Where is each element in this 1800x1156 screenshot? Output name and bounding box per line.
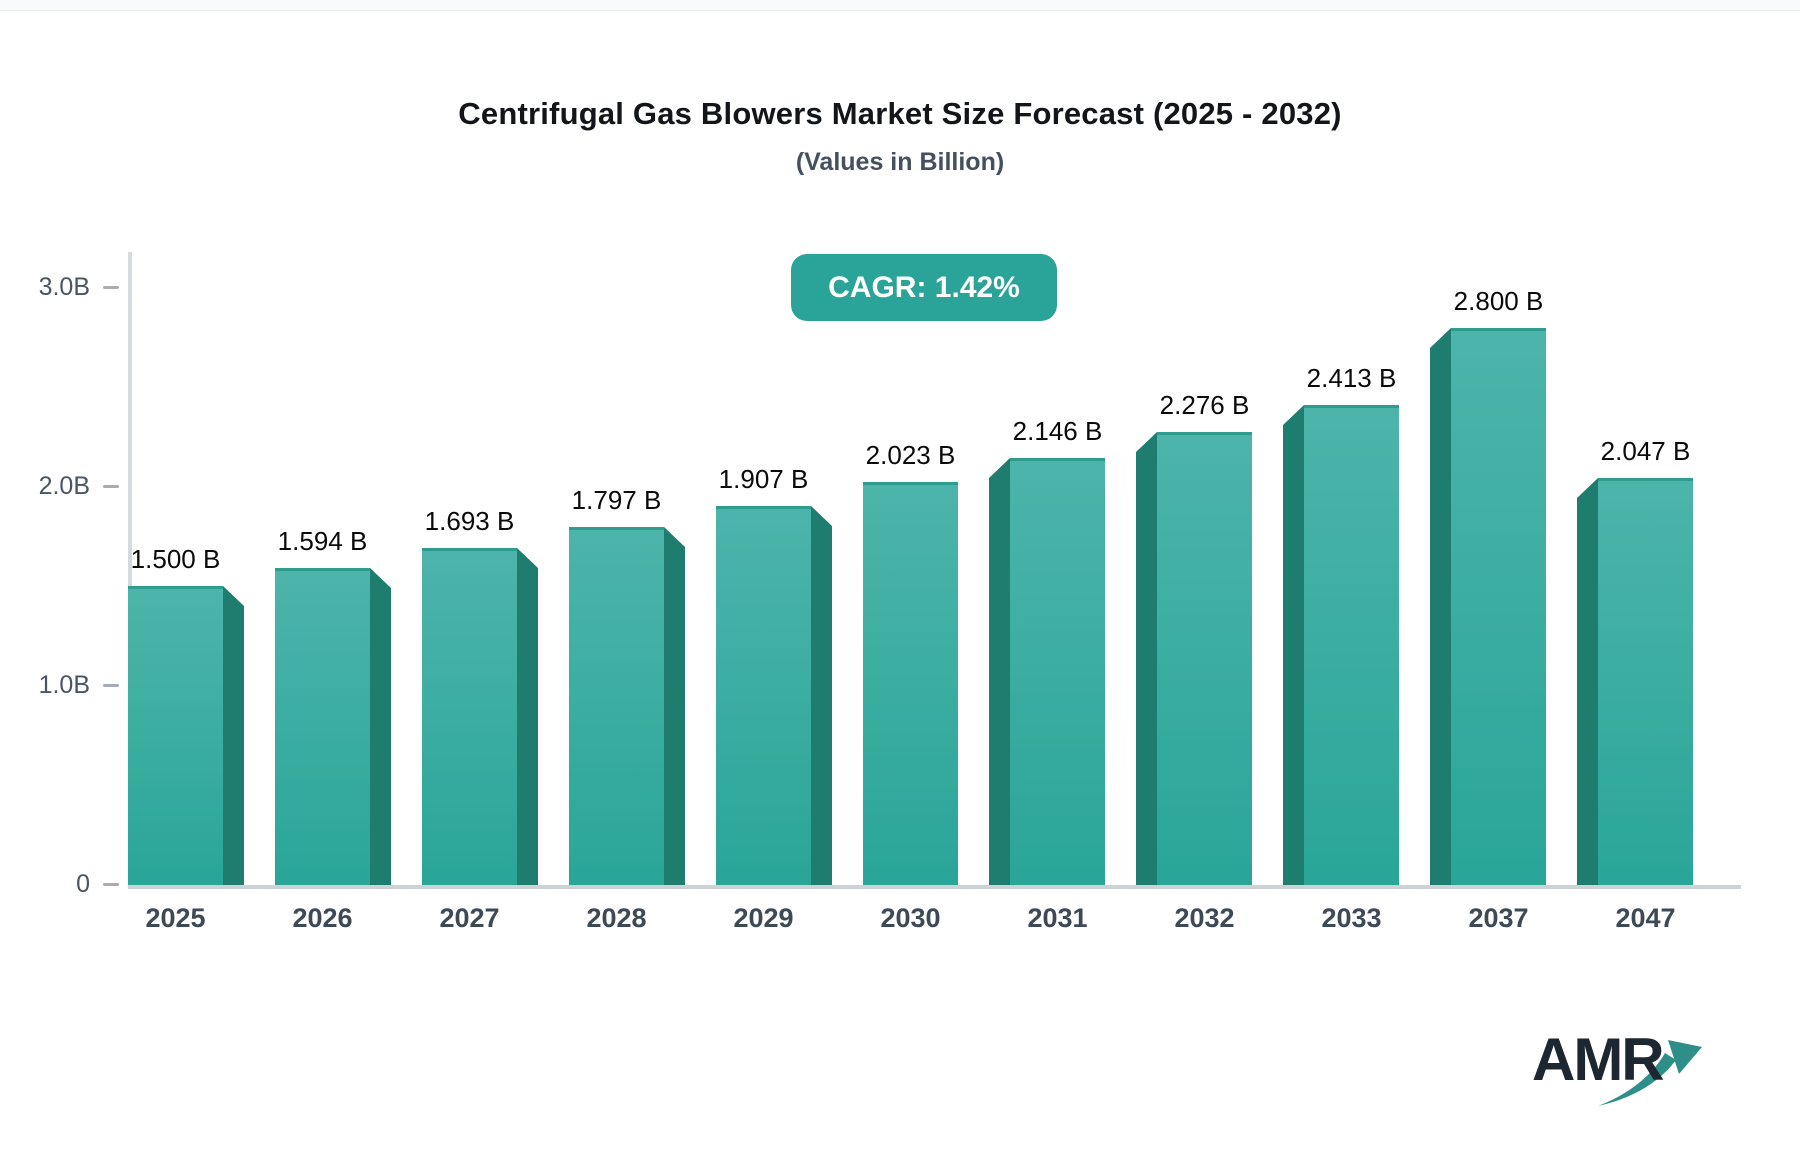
bar-side-3d <box>1577 478 1598 885</box>
bar <box>275 568 391 885</box>
amr-logo-text: AMR <box>1532 1026 1665 1093</box>
y-tick-mark <box>103 883 119 886</box>
bar <box>1577 478 1693 885</box>
bar-side-3d <box>664 527 685 885</box>
y-tick-mark <box>103 485 119 488</box>
bar-side-3d <box>370 568 391 885</box>
chart-subtitle: (Values in Billion) <box>795 148 1005 176</box>
bar <box>863 482 958 885</box>
y-tick-label: 2.0B <box>38 472 90 500</box>
bar-value-label: 2.413 B <box>1306 363 1397 393</box>
bar-face <box>1598 478 1693 885</box>
bar-face <box>1157 432 1252 885</box>
bar-face <box>275 568 370 885</box>
bar-side-3d <box>517 548 538 885</box>
bar-face <box>863 482 958 885</box>
bar-value-label: 1.907 B <box>718 464 809 494</box>
bar-side-3d <box>1430 328 1451 885</box>
bar-face <box>569 527 664 885</box>
bar <box>422 548 538 885</box>
y-tick-label: 3.0B <box>38 273 90 301</box>
x-tick-label: 2032 <box>1174 903 1235 933</box>
top-band <box>0 0 1800 11</box>
bar <box>569 527 685 885</box>
bar-face <box>422 548 517 885</box>
bar-side-3d <box>989 458 1010 885</box>
bar-side-3d <box>223 586 244 885</box>
y-tick-mark <box>103 684 119 687</box>
x-tick-label: 2026 <box>292 903 353 933</box>
bar-value-label: 2.047 B <box>1600 436 1691 466</box>
bar-value-label: 2.146 B <box>1012 416 1103 446</box>
x-tick-label: 2033 <box>1321 903 1382 933</box>
y-tick-label: 0 <box>76 870 90 898</box>
amr-logo: AMR <box>1532 1030 1712 1110</box>
bar-value-label: 1.500 B <box>130 544 221 574</box>
bar-face <box>716 506 811 885</box>
x-tick-label: 2025 <box>145 903 206 933</box>
y-tick-mark <box>103 286 119 289</box>
x-tick-label: 2029 <box>733 903 794 933</box>
bar-face <box>1451 328 1546 885</box>
bar-value-label: 2.800 B <box>1453 286 1544 316</box>
y-tick-label: 1.0B <box>38 671 90 699</box>
x-tick-label: 2031 <box>1027 903 1088 933</box>
bar <box>989 458 1105 885</box>
x-tick-label: 2027 <box>439 903 500 933</box>
bar-side-3d <box>1283 405 1304 885</box>
bar-value-label: 1.693 B <box>424 506 515 536</box>
bar-side-3d <box>1136 432 1157 885</box>
bar <box>716 506 832 885</box>
x-tick-label: 2047 <box>1615 903 1676 933</box>
x-tick-label: 2037 <box>1468 903 1529 933</box>
bar-face <box>1010 458 1105 885</box>
x-axis-line <box>128 885 1741 889</box>
y-axis-line <box>128 252 132 889</box>
bar <box>1283 405 1399 885</box>
bar-value-label: 1.594 B <box>277 526 368 556</box>
cagr-badge: CAGR: 1.42% <box>791 254 1057 321</box>
bar <box>1430 328 1546 885</box>
bar-value-label: 2.276 B <box>1159 390 1250 420</box>
bar-face <box>128 586 223 885</box>
chart-title: Centrifugal Gas Blowers Market Size Fore… <box>458 96 1342 131</box>
bar-face <box>1304 405 1399 885</box>
bar <box>128 586 244 885</box>
bar <box>1136 432 1252 885</box>
bar-value-label: 2.023 B <box>865 440 956 470</box>
x-tick-label: 2028 <box>586 903 647 933</box>
bar-side-3d <box>811 506 832 885</box>
bar-value-label: 1.797 B <box>571 485 662 515</box>
x-tick-label: 2030 <box>880 903 941 933</box>
trend-up-arrow-icon <box>1598 1040 1702 1106</box>
